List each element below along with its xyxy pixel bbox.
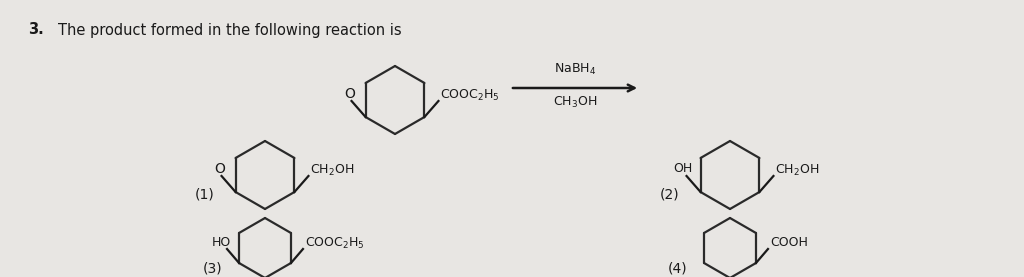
Text: HO: HO — [211, 237, 230, 250]
Text: NaBH$_4$: NaBH$_4$ — [554, 62, 596, 77]
Text: 3.: 3. — [28, 22, 44, 37]
Text: COOC$_2$H$_5$: COOC$_2$H$_5$ — [305, 235, 365, 251]
Text: O: O — [344, 87, 355, 101]
Text: CH$_2$OH: CH$_2$OH — [310, 162, 354, 178]
Text: CH$_2$OH: CH$_2$OH — [775, 162, 819, 178]
Text: The product formed in the following reaction is: The product formed in the following reac… — [58, 22, 401, 37]
Text: (3): (3) — [203, 261, 222, 275]
Text: CH$_3$OH: CH$_3$OH — [553, 95, 597, 110]
Text: (4): (4) — [668, 261, 688, 275]
Text: COOC$_2$H$_5$: COOC$_2$H$_5$ — [440, 88, 500, 102]
Text: (2): (2) — [660, 188, 680, 202]
Text: OH: OH — [673, 163, 692, 176]
Text: O: O — [214, 162, 225, 176]
Text: (1): (1) — [195, 188, 215, 202]
Text: COOH: COOH — [770, 237, 808, 250]
